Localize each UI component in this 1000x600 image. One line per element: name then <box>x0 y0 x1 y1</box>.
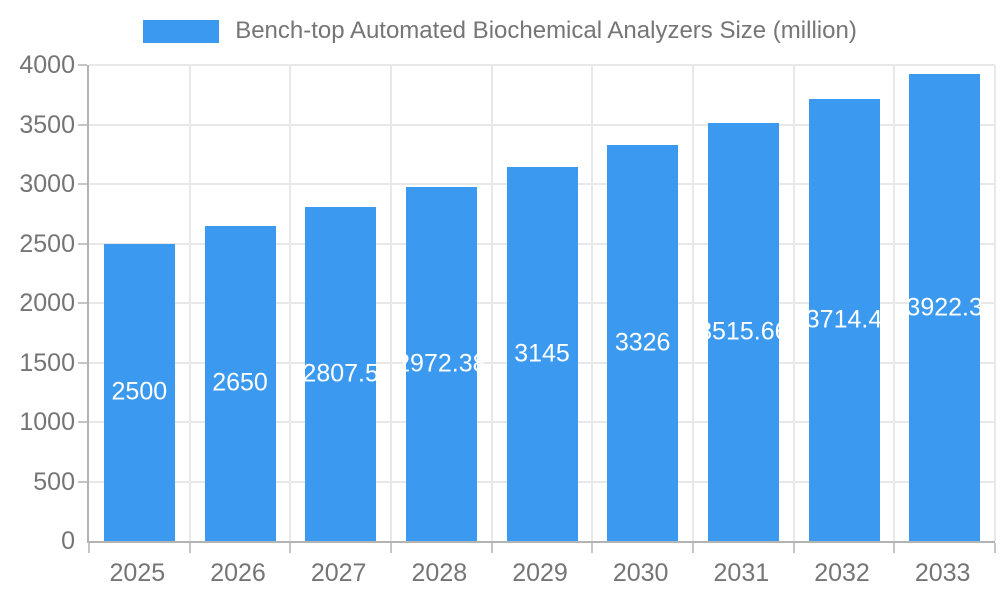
v-gridline <box>289 65 291 541</box>
v-gridline <box>793 65 795 541</box>
x-axis-tick <box>491 543 493 553</box>
v-gridline <box>491 65 493 541</box>
x-axis-tick <box>591 543 593 553</box>
v-gridline <box>591 65 593 541</box>
x-axis-tick <box>793 543 795 553</box>
y-tick-label: 1000 <box>19 408 75 436</box>
v-gridline <box>390 65 392 541</box>
x-tick-label: 2033 <box>914 559 971 587</box>
x-tick-label: 2031 <box>713 559 770 587</box>
bar-2026: 2650 <box>204 225 276 541</box>
bar-2031: 3515.66 <box>698 122 789 541</box>
bar-2033: 3922.3 <box>906 74 983 541</box>
v-gridline <box>893 65 895 541</box>
y-axis-tick <box>78 64 87 66</box>
x-tick-label: 2030 <box>612 559 669 587</box>
x-axis-tick <box>88 543 90 553</box>
x-tick-label: 2029 <box>512 559 568 587</box>
bar-2025: 2500 <box>103 243 175 541</box>
x-tick-label: 2025 <box>109 559 166 587</box>
y-axis-tick <box>78 302 87 304</box>
y-tick-label: 500 <box>33 467 75 496</box>
x-axis-tick <box>390 543 392 553</box>
y-tick-label: 2000 <box>19 289 75 317</box>
x-tick-label: 2026 <box>210 559 266 587</box>
x-tick-label: 2032 <box>814 559 870 587</box>
h-gridline <box>89 123 995 126</box>
legend-series-label: Bench-top Automated Biochemical Analyzer… <box>235 17 857 44</box>
v-gridline <box>692 65 694 541</box>
bar-2029: 3145 <box>506 166 578 541</box>
y-axis-tick <box>78 361 87 364</box>
x-axis-tick <box>994 543 996 553</box>
bar-2032: 3714.4 <box>805 99 883 541</box>
y-tick-label: 3500 <box>19 110 75 139</box>
y-axis-tick <box>78 480 87 483</box>
bar-value-label: 3922.3 <box>906 293 983 322</box>
y-axis-tick <box>78 242 87 245</box>
legend-swatch <box>143 19 220 43</box>
bar-value-label: 3515.66 <box>698 317 789 346</box>
x-axis-tick <box>893 543 895 553</box>
y-axis-tick <box>78 123 87 126</box>
bar-value-label: 3326 <box>614 328 671 357</box>
h-gridline <box>89 64 995 66</box>
plot-area: 2500 2650 2807.5 2972.38 3145 3326 3515.66 3714… <box>78 64 996 553</box>
bar-value-label: 2650 <box>212 368 268 397</box>
x-axis-tick <box>692 543 694 553</box>
bar-value-label: 2972.38 <box>396 349 487 378</box>
x-axis-tick <box>289 543 291 553</box>
bar-value-label: 2500 <box>111 377 168 406</box>
x-tick-label: 2028 <box>411 559 468 587</box>
y-tick-label: 3000 <box>19 170 75 198</box>
y-tick-label: 1500 <box>19 348 75 377</box>
bar-2027: 2807.5 <box>302 206 379 541</box>
y-tick-label: 2500 <box>19 229 75 258</box>
v-gridline <box>994 65 996 541</box>
bar-value-label: 3714.4 <box>805 305 883 334</box>
v-gridline <box>189 65 191 541</box>
x-axis-tick <box>189 543 191 553</box>
y-tick-label: 0 <box>61 527 75 555</box>
x-tick-label: 2027 <box>310 559 367 587</box>
bar-2030: 3326 <box>607 145 679 541</box>
bar-2028: 2972.38 <box>396 187 487 541</box>
bar-value-label: 3145 <box>514 339 570 368</box>
bar-value-label: 2807.5 <box>302 359 379 388</box>
y-axis-tick <box>78 421 87 423</box>
chart-legend: Bench-top Automated Biochemical Analyzer… <box>0 16 1000 46</box>
y-tick-label: 4000 <box>19 51 75 79</box>
y-axis-tick <box>78 183 87 185</box>
